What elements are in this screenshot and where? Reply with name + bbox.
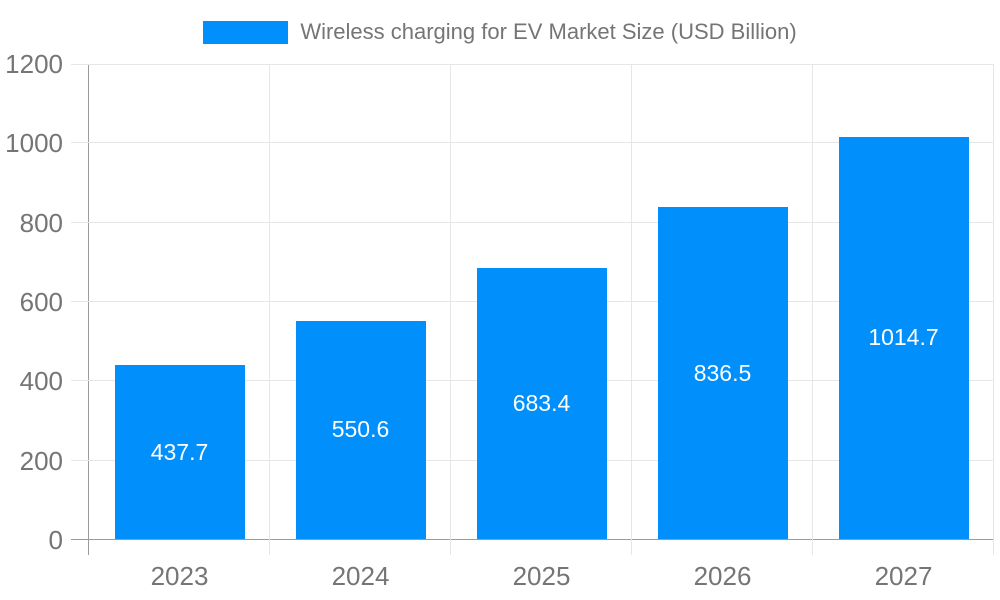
- y-tick: [71, 142, 89, 144]
- bar-value-label: 1014.7: [868, 324, 939, 351]
- bar[interactable]: 437.7: [114, 365, 245, 539]
- x-tick: [269, 539, 270, 555]
- x-tick: [631, 539, 632, 555]
- y-gridline: [89, 142, 993, 144]
- bar[interactable]: 550.6: [295, 320, 426, 539]
- y-axis-label: 800: [19, 207, 63, 238]
- x-axis-label: 2024: [331, 561, 390, 591]
- y-axis-label: 0: [48, 525, 63, 555]
- y-tick: [71, 459, 89, 461]
- y-axis-label: 600: [19, 287, 63, 317]
- x-gridline: [450, 64, 451, 539]
- y-tick: [71, 221, 89, 223]
- x-axis-label: 2027: [874, 561, 933, 591]
- x-axis-label: 2025: [512, 561, 571, 591]
- x-tick: [88, 539, 89, 555]
- y-gridline: [89, 64, 993, 65]
- bar-value-label: 437.7: [150, 438, 209, 465]
- bar[interactable]: 1014.7: [838, 136, 969, 539]
- x-tick: [450, 539, 451, 555]
- bar[interactable]: 836.5: [657, 207, 788, 539]
- y-tick: [71, 380, 89, 382]
- x-gridline: [269, 64, 270, 539]
- legend-swatch: [203, 20, 289, 44]
- bar-value-label: 550.6: [331, 416, 390, 443]
- y-axis-label: 200: [19, 445, 63, 476]
- y-tick: [71, 64, 89, 65]
- x-gridline: [993, 64, 994, 539]
- bar[interactable]: 683.4: [476, 267, 607, 539]
- x-gridline: [812, 64, 813, 539]
- chart-legend[interactable]: Wireless charging for EV Market Size (US…: [0, 19, 1000, 45]
- plot-area: 0 200 400 600 800 1000 1200 2023 437.7 2024 550.6 2…: [5, 49, 994, 591]
- y-axis-label: 1200: [5, 49, 63, 79]
- x-axis-label: 2023: [150, 561, 209, 591]
- x-tick: [993, 539, 994, 555]
- x-axis-label: 2026: [693, 561, 752, 591]
- y-axis-label: 1000: [5, 128, 63, 159]
- x-gridline: [631, 64, 632, 539]
- bar-value-label: 683.4: [512, 389, 571, 416]
- y-gridline: [89, 221, 993, 223]
- y-tick: [71, 301, 89, 302]
- y-axis-label: 400: [19, 366, 63, 397]
- x-tick: [812, 539, 813, 555]
- y-tick: [71, 539, 89, 540]
- bar-value-label: 836.5: [693, 359, 752, 386]
- chart-title: Wireless charging for EV Market Size (US…: [300, 19, 797, 44]
